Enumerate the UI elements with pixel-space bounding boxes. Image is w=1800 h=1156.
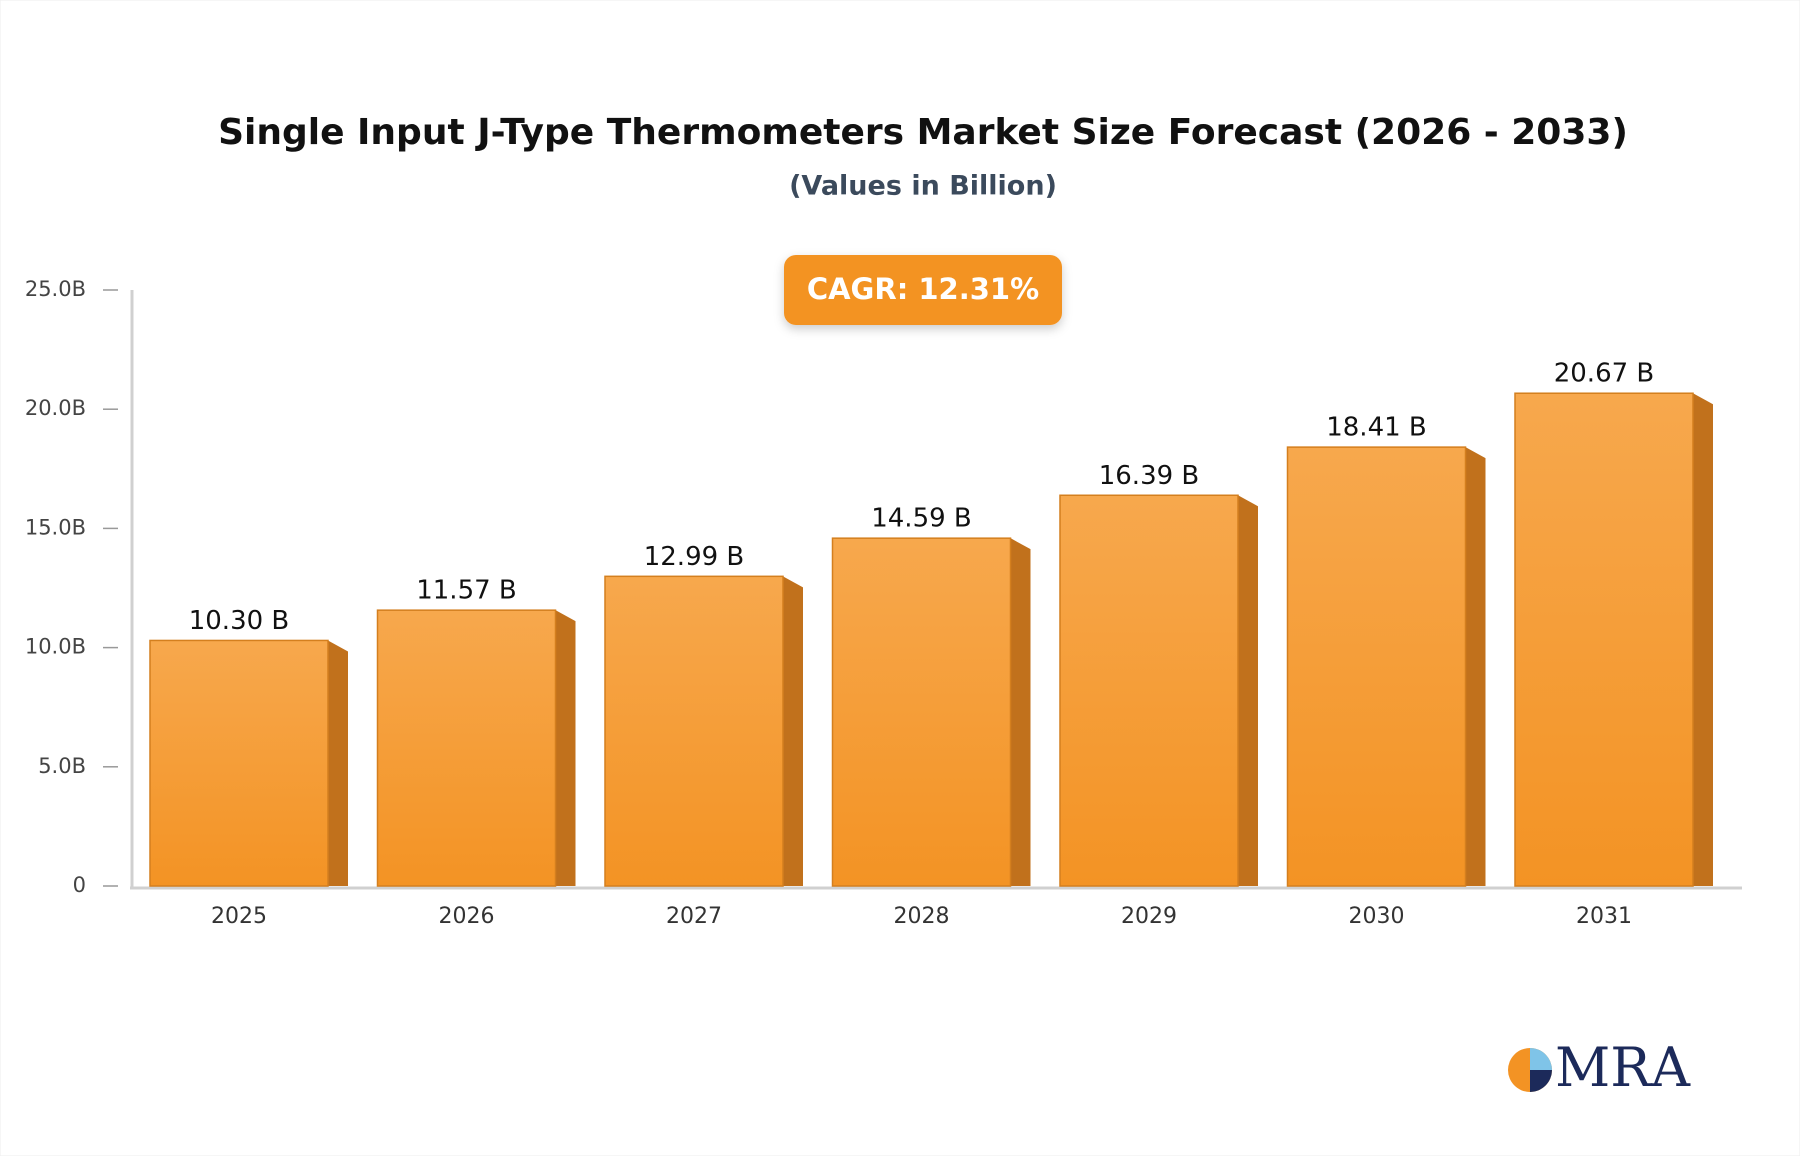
y-tick-label: 15.0B — [25, 515, 86, 539]
y-tick-label: 10.0B — [25, 635, 86, 659]
value-label: 11.57 B — [416, 576, 517, 606]
value-label: 16.39 B — [1099, 461, 1200, 491]
value-label: 10.30 B — [189, 606, 290, 636]
value-label: 14.59 B — [871, 504, 972, 534]
x-tick-label: 2031 — [1576, 904, 1632, 929]
chart-subtitle: (Values in Billion) — [789, 171, 1057, 202]
bar-side — [1465, 447, 1486, 886]
chart-title: Single Input J-Type Thermometers Market … — [218, 112, 1628, 153]
bar-side — [555, 610, 576, 886]
bar — [376, 609, 557, 887]
bar-side — [1238, 495, 1258, 886]
logo-slice — [1530, 1048, 1552, 1070]
value-label: 20.67 B — [1554, 359, 1655, 389]
bar-side — [1010, 538, 1031, 886]
x-tick-label: 2030 — [1349, 904, 1405, 929]
cagr-label: CAGR: 12.31% — [807, 272, 1039, 306]
x-tick-label: 2027 — [666, 904, 722, 929]
y-tick-label: 5.0B — [38, 754, 86, 778]
bar — [604, 575, 784, 887]
value-label: 18.41 B — [1326, 413, 1427, 443]
x-tick-label: 2025 — [211, 904, 267, 929]
bar — [831, 537, 1012, 887]
x-tick-label: 2029 — [1121, 904, 1177, 929]
x-tick-label: 2026 — [439, 904, 495, 929]
bar — [1059, 494, 1239, 887]
x-tick-label: 2028 — [894, 904, 950, 929]
logo-text: MRA — [1555, 1036, 1691, 1099]
bar — [1286, 446, 1467, 887]
y-tick-label: 25.0B — [25, 277, 86, 301]
bar — [149, 639, 329, 887]
bar — [1514, 392, 1694, 887]
value-label: 12.99 B — [644, 542, 745, 572]
bar-side — [783, 576, 803, 886]
bar-side — [1693, 393, 1713, 886]
bar-side — [328, 640, 348, 886]
y-tick-label: 0 — [73, 873, 86, 897]
y-tick-label: 20.0B — [25, 396, 86, 420]
logo: MRA — [1508, 1036, 1691, 1099]
logo-slice — [1530, 1070, 1552, 1092]
cagr-badge — [784, 255, 1062, 325]
